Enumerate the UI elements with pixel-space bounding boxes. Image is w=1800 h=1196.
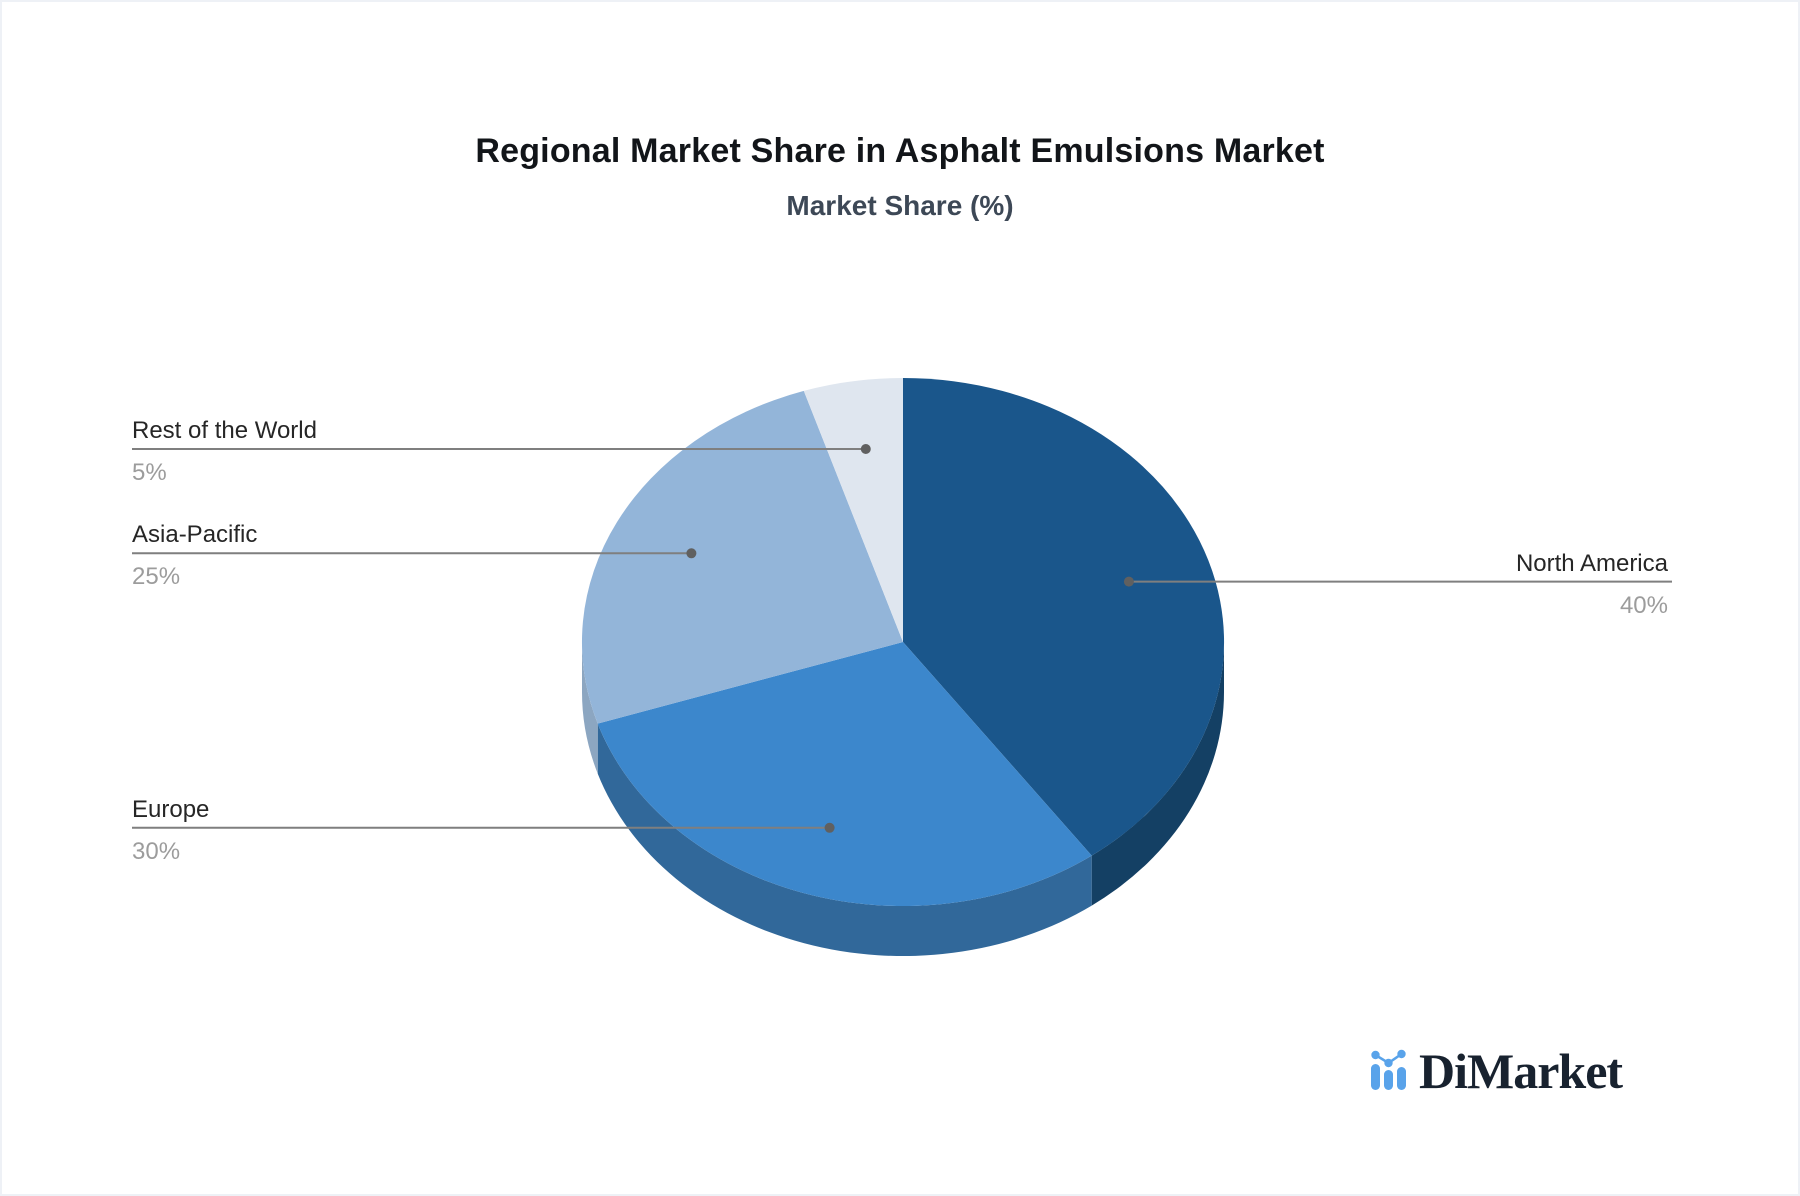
dimarket-logo: DiMarket — [1369, 1043, 1649, 1099]
chart-subtitle: Market Share (%) — [786, 190, 1014, 221]
pie-side-asia-pacific — [582, 642, 598, 774]
pie-slice-rest-of-the-world — [803, 378, 903, 642]
leader-dot-europe — [824, 822, 835, 833]
logo-wordmark: DiMarket — [1419, 1043, 1623, 1099]
pie-slice-europe — [597, 642, 1092, 907]
chart-title: Regional Market Share in Asphalt Emulsio… — [475, 132, 1325, 170]
pie-side-europe — [597, 723, 1092, 957]
pie-slice-north-america — [903, 378, 1225, 856]
leader-dot-asia-pacific — [686, 548, 697, 559]
leader-dot-rest-of-the-world — [860, 444, 871, 454]
leader-dot-north-america — [1123, 576, 1134, 587]
bar-line-chart-icon — [1371, 1049, 1406, 1090]
pie-slice-asia-pacific — [581, 390, 903, 724]
pie-side-north-america — [1091, 642, 1225, 906]
